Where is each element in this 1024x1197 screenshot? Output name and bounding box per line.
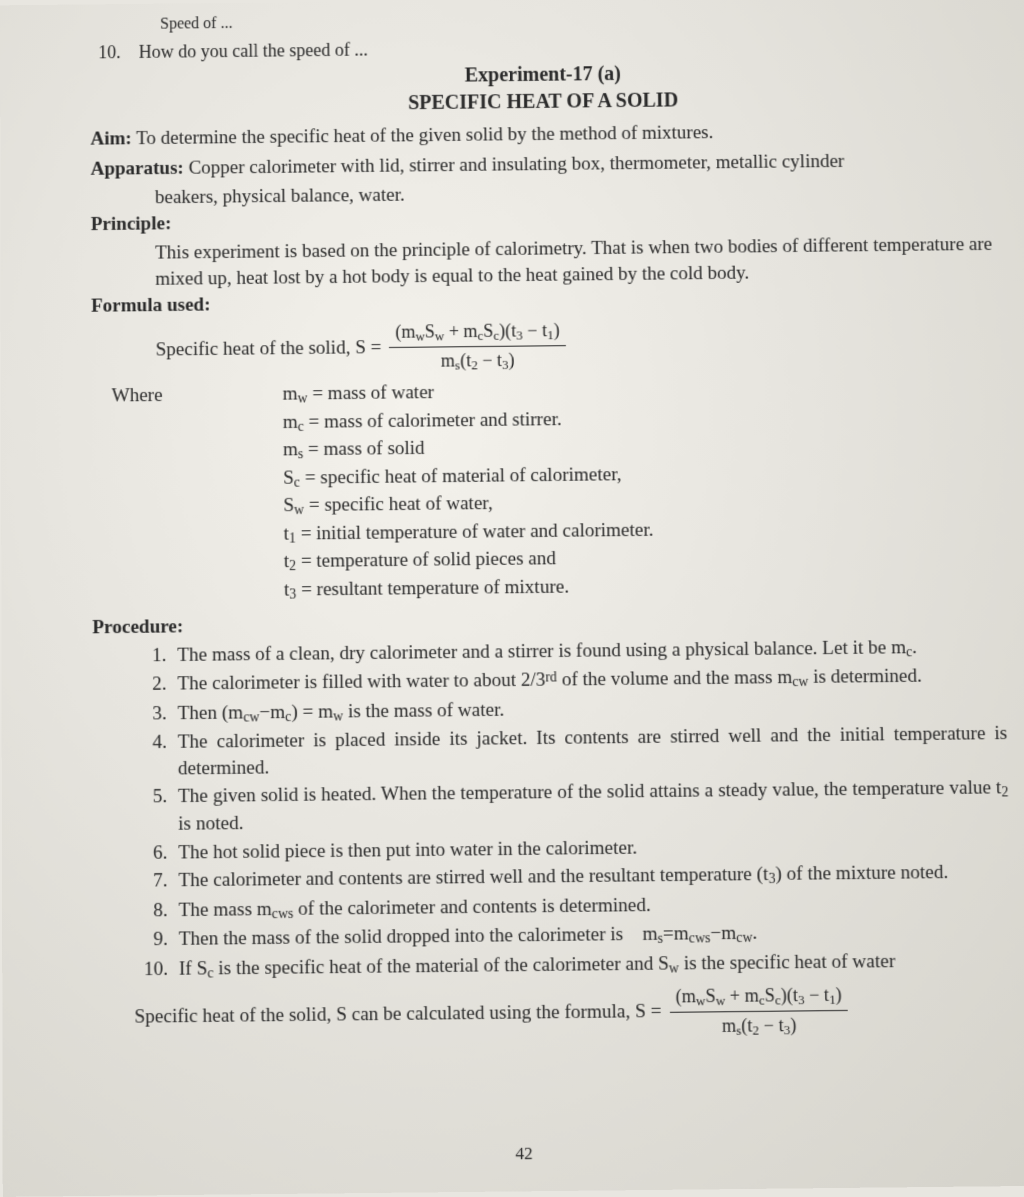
final-frac-den: ms(t2 − t3) — [716, 1011, 803, 1039]
formula-main: Specific heat of the solid, S = (mwSw + … — [91, 314, 1001, 378]
where-block: Where mw = mass of water mc = mass of ca… — [91, 374, 1004, 607]
final-formula: Specific heat of the solid, S can be cal… — [94, 980, 1013, 1045]
page-scan: Speed of ... 10. How do you call the spe… — [0, 0, 1024, 1197]
formula-lead: Specific heat of the solid, S = — [156, 334, 382, 362]
step-5: The given solid is heated. When the temp… — [172, 775, 1009, 837]
principle-text: This experiment is based on the principl… — [91, 232, 999, 293]
fraction-denominator: ms(t2 − t3) — [435, 346, 521, 374]
variable-definitions: mw = mass of water mc = mass of calorime… — [283, 374, 1005, 605]
final-fraction: (mwSw + mcSc)(t3 − t1) ms(t2 − t3) — [669, 982, 848, 1040]
aim-text: To determine the specific heat of the gi… — [132, 122, 714, 149]
apparatus: Apparatus: Copper calorimeter with lid, … — [91, 147, 998, 182]
final-frac-num: (mwSw + mcSc)(t3 − t1) — [669, 982, 848, 1012]
principle-label: Principle: — [91, 213, 172, 235]
where-label: Where — [91, 382, 284, 607]
apparatus-text: Copper calorimeter with lid, stirrer and… — [184, 150, 845, 178]
fraction-numerator: (mwSw + mcSc)(t3 − t1) — [389, 318, 566, 348]
final-formula-lead: Specific heat of the solid, S can be cal… — [134, 999, 661, 1031]
procedure-list: The mass of a clean, dry calorimeter and… — [92, 634, 1011, 984]
apparatus-label: Apparatus: — [91, 157, 184, 179]
formula-fraction: (mwSw + mcSc)(t3 − t1) ms(t2 − t3) — [389, 318, 566, 374]
page-number: 42 — [3, 1137, 1024, 1172]
step-4: The calorimeter is placed inside its jac… — [172, 721, 1008, 782]
aim-label: Aim: — [90, 128, 131, 150]
aim: Aim: To determine the specific heat of t… — [90, 117, 996, 152]
